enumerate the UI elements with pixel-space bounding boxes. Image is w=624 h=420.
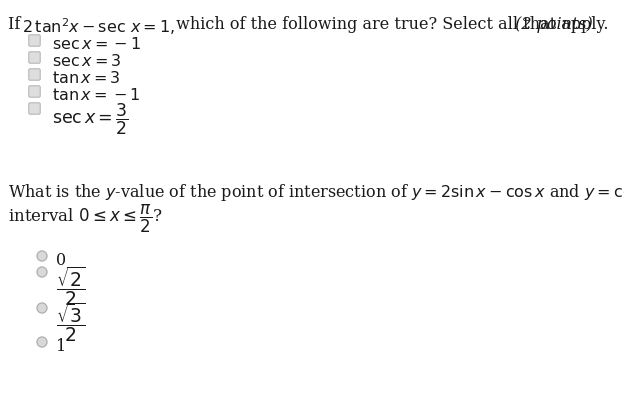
Text: $\tan x = 3$: $\tan x = 3$ (52, 70, 120, 86)
Text: What is the $y$-value of the point of intersection of $y = 2\sin x - \cos x$ and: What is the $y$-value of the point of in… (8, 182, 624, 203)
Text: (2 points): (2 points) (510, 16, 593, 33)
Text: 1: 1 (56, 338, 66, 355)
FancyBboxPatch shape (29, 69, 40, 80)
Text: $\mathit{2\,\tan^2\!x} - \mathit{\sec\,x} = 1,$: $\mathit{2\,\tan^2\!x} - \mathit{\sec\,x… (22, 16, 175, 37)
Circle shape (37, 251, 47, 261)
Text: 0: 0 (56, 252, 66, 269)
FancyBboxPatch shape (29, 35, 40, 46)
Circle shape (37, 337, 47, 347)
FancyBboxPatch shape (29, 86, 40, 97)
Text: $\sec x = \dfrac{3}{2}$: $\sec x = \dfrac{3}{2}$ (52, 102, 129, 137)
FancyBboxPatch shape (29, 103, 40, 114)
Text: $\dfrac{\sqrt{2}}{2}$: $\dfrac{\sqrt{2}}{2}$ (56, 264, 85, 308)
Text: If: If (8, 16, 26, 33)
FancyBboxPatch shape (29, 52, 40, 63)
Text: interval $0 \leq x \leq \dfrac{\pi}{2}$?: interval $0 \leq x \leq \dfrac{\pi}{2}$? (8, 203, 162, 235)
Text: $\sec x = 3$: $\sec x = 3$ (52, 53, 122, 69)
Text: $\sec x = -1$: $\sec x = -1$ (52, 36, 141, 52)
Circle shape (37, 267, 47, 277)
Text: which of the following are true? Select all that apply.: which of the following are true? Select … (171, 16, 608, 33)
Text: $\dfrac{\sqrt{3}}{2}$: $\dfrac{\sqrt{3}}{2}$ (56, 300, 85, 344)
Circle shape (37, 303, 47, 313)
Text: $\tan x = -1$: $\tan x = -1$ (52, 87, 140, 103)
